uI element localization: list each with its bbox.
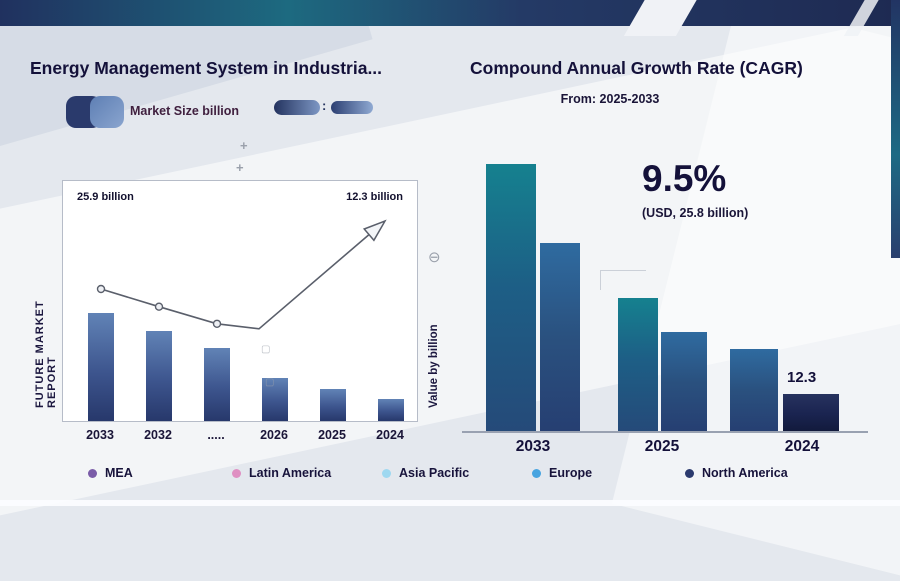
circle-minus-icon: ⊖ — [428, 249, 441, 266]
market-size-chart-panel: 25.9 billion 12.3 billion — [62, 180, 418, 422]
legend-item-europe: Europe — [532, 466, 592, 480]
bottom-strip — [0, 500, 900, 506]
cagr-chart: 12.3 — [462, 164, 868, 433]
left-x-label: 2033 — [86, 428, 114, 442]
right-x-label: 2024 — [784, 438, 820, 455]
market-size-label: Market Size billion — [130, 104, 240, 118]
legend-dot — [685, 468, 694, 478]
cagr-bar-2033-secondary — [540, 243, 580, 431]
right-chart-x-axis: 2033 2025 2024 — [462, 438, 868, 460]
ratio-separator: : — [322, 98, 327, 113]
legend-dot — [532, 468, 541, 478]
cagr-usd-note: (USD, 25.8 billion) — [642, 206, 749, 220]
cagr-value: 9.5% — [642, 158, 727, 199]
ratio-pill-right — [331, 101, 373, 114]
legend-label: Asia Pacific — [399, 466, 470, 480]
ratio-pill-left — [274, 100, 320, 115]
annotation-2024-value: 12.3 billion — [346, 191, 403, 203]
cagr-subtitle: From: 2025-2033 — [560, 92, 660, 106]
plus-icon: + — [236, 160, 244, 175]
market-size-bars — [63, 181, 417, 421]
legend-label: MEA — [105, 466, 133, 480]
plus-icon: + — [240, 138, 248, 153]
market-bar-2032 — [146, 330, 172, 421]
market-bar-2024 — [378, 399, 404, 421]
legend-dot — [232, 468, 241, 478]
bar-value-label: 12.3 — [787, 369, 817, 386]
left-x-label: 2026 — [260, 428, 288, 442]
cagr-bar-2025-primary — [618, 298, 658, 431]
region-legend: MEA Latin America Asia Pacific Europe North … — [0, 466, 900, 492]
left-x-label: 2024 — [376, 428, 404, 442]
legend-dot — [382, 468, 391, 478]
right-x-label: 2033 — [515, 438, 551, 455]
cagr-bar-2025-secondary — [661, 332, 707, 431]
left-x-label: 2025 — [318, 428, 346, 442]
cagr-bar-2033-primary — [486, 164, 536, 431]
left-x-label: 2032 — [144, 428, 172, 442]
right-x-label: 2025 — [644, 438, 680, 455]
market-bar-2026 — [262, 377, 288, 421]
pill-light-shape — [90, 96, 124, 128]
market-size-icon — [66, 96, 124, 128]
cagr-bar-2024-primary — [730, 348, 778, 431]
legend-label: Europe — [549, 466, 593, 480]
cagr-bar-2024-secondary — [783, 394, 839, 431]
page-title: Energy Management System in Industria... — [30, 58, 383, 78]
market-bar-2033 — [88, 313, 114, 421]
top-banner — [0, 0, 900, 26]
annotation-2033-value: 25.9 billion — [77, 191, 134, 203]
legend-item-asia-pacific: Asia Pacific — [382, 466, 469, 480]
market-bar-..... — [204, 347, 230, 421]
legend-label: Latin America — [249, 466, 332, 480]
watermark-text: FUTURE MARKET REPORT — [34, 300, 58, 408]
legend-item-north-america: North America — [685, 466, 788, 480]
left-x-label: ..... — [207, 428, 225, 442]
legend-dot — [88, 468, 97, 478]
legend-label: North America — [702, 466, 788, 480]
bracket-decoration — [600, 270, 646, 290]
y-axis-label: Value by billion — [428, 324, 440, 408]
left-chart-x-axis: 2033 2032..... 2026 2025 2024 — [62, 428, 418, 446]
right-edge-band — [891, 0, 900, 258]
legend-item-mea: MEA — [88, 466, 133, 480]
cagr-title: Compound Annual Growth Rate (CAGR) — [470, 58, 803, 78]
legend-item-latin-america: Latin America — [232, 466, 331, 480]
market-bar-2025 — [320, 388, 346, 421]
